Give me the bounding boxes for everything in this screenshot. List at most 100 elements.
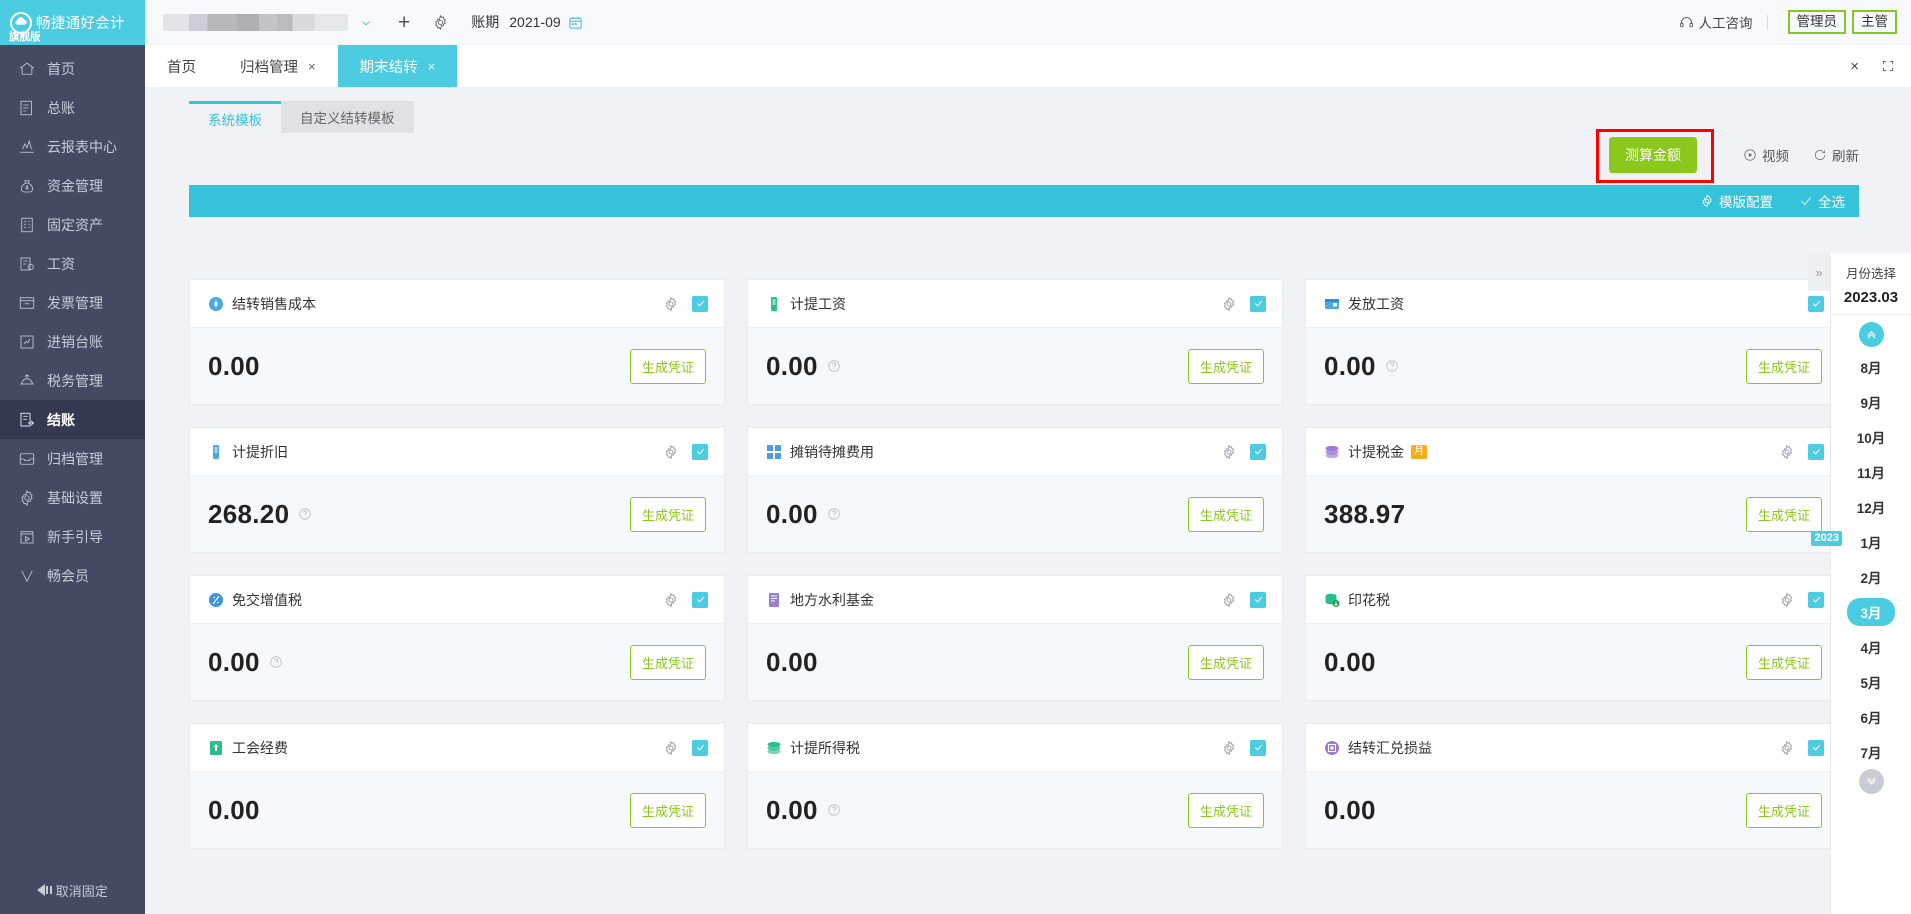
generate-voucher-button[interactable]: 生成凭证 bbox=[1745, 644, 1822, 680]
generate-voucher-button[interactable]: 生成凭证 bbox=[1187, 644, 1264, 680]
month-item-6[interactable]: 2月 bbox=[1847, 563, 1894, 591]
card-header-actions bbox=[663, 295, 708, 312]
archive-icon bbox=[17, 449, 36, 468]
month-item-0[interactable]: 8月 bbox=[1847, 353, 1894, 381]
sub-tab-0[interactable]: 系统模板 bbox=[189, 101, 281, 133]
sidebar-item-9[interactable]: 结账 bbox=[0, 400, 145, 439]
card-checkbox[interactable] bbox=[692, 591, 708, 608]
tab-close-icon[interactable]: × bbox=[308, 58, 316, 74]
sidebar-item-11[interactable]: 基础设置 bbox=[0, 478, 145, 517]
sidebar-item-5[interactable]: 工资 bbox=[0, 244, 145, 283]
generate-voucher-button[interactable]: 生成凭证 bbox=[629, 792, 706, 828]
month-item-3[interactable]: 11月 bbox=[1844, 458, 1898, 486]
gear-icon[interactable] bbox=[1221, 296, 1237, 312]
month-item-1[interactable]: 9月 bbox=[1847, 388, 1894, 416]
sidebar-item-6[interactable]: 发票管理 bbox=[0, 283, 145, 322]
sidebar-item-8[interactable]: 税务管理 bbox=[0, 361, 145, 400]
sidebar-collapse-label: 取消固定 bbox=[55, 883, 108, 899]
card-checkbox[interactable] bbox=[692, 443, 708, 460]
generate-voucher-button[interactable]: 生成凭证 bbox=[1187, 496, 1264, 532]
gear-icon[interactable] bbox=[663, 740, 679, 756]
gear-icon[interactable] bbox=[663, 592, 679, 608]
sidebar-item-1[interactable]: 总账 bbox=[0, 88, 145, 127]
help-icon[interactable] bbox=[298, 507, 312, 521]
help-icon[interactable] bbox=[827, 507, 841, 521]
help-icon[interactable] bbox=[827, 359, 841, 373]
sidebar-item-7[interactable]: 进销台账 bbox=[0, 322, 145, 361]
gear-icon[interactable] bbox=[663, 444, 679, 460]
period-value[interactable]: 2021-09 bbox=[509, 14, 561, 30]
sidebar-item-4[interactable]: 固定资产 bbox=[0, 205, 145, 244]
sidebar-item-3[interactable]: 资金管理 bbox=[0, 166, 145, 205]
month-item-2[interactable]: 10月 bbox=[1844, 423, 1899, 451]
video-button[interactable]: 视频 bbox=[1743, 145, 1789, 165]
calendar-icon[interactable] bbox=[568, 15, 583, 30]
month-item-11[interactable]: 7月 bbox=[1847, 738, 1894, 766]
sidebar-item-10[interactable]: 归档管理 bbox=[0, 439, 145, 478]
gear-icon[interactable] bbox=[1221, 444, 1237, 460]
sidebar-item-13[interactable]: 畅会员 bbox=[0, 556, 145, 595]
card-checkbox[interactable] bbox=[1250, 443, 1266, 460]
role-supervisor-button[interactable]: 主管 bbox=[1852, 10, 1897, 34]
generate-voucher-button[interactable]: 生成凭证 bbox=[1745, 348, 1822, 384]
support-button[interactable]: 人工咨询 bbox=[1679, 12, 1753, 32]
expand-icon[interactable] bbox=[1881, 59, 1895, 73]
month-item-7[interactable]: 3月 bbox=[1847, 597, 1895, 626]
gear-icon[interactable] bbox=[1221, 592, 1237, 608]
card-checkbox[interactable] bbox=[692, 295, 708, 312]
gear-icon[interactable] bbox=[1779, 740, 1795, 756]
tab-1[interactable]: 归档管理 × bbox=[218, 45, 338, 87]
gear-icon[interactable] bbox=[1779, 592, 1795, 608]
sidebar-item-2[interactable]: 云报表中心 bbox=[0, 127, 145, 166]
select-all-button[interactable]: 全选 bbox=[1799, 191, 1845, 211]
generate-voucher-button[interactable]: 生成凭证 bbox=[1187, 348, 1264, 384]
card-checkbox[interactable] bbox=[1808, 591, 1824, 608]
help-icon[interactable] bbox=[269, 655, 283, 669]
double-chevron-down-icon[interactable] bbox=[1858, 769, 1884, 794]
month-item-10[interactable]: 6月 bbox=[1847, 703, 1894, 731]
tab-0[interactable]: 首页 bbox=[145, 45, 218, 87]
card-checkbox[interactable] bbox=[1250, 295, 1266, 312]
month-item-9[interactable]: 5月 bbox=[1847, 668, 1894, 696]
gear-icon[interactable] bbox=[663, 296, 679, 312]
template-config-button[interactable]: 模版配置 bbox=[1700, 191, 1773, 211]
gear-icon[interactable] bbox=[1221, 740, 1237, 756]
generate-voucher-button[interactable]: 生成凭证 bbox=[629, 644, 706, 680]
card-checkbox[interactable] bbox=[692, 739, 708, 756]
card-amount: 0.00 bbox=[766, 794, 818, 825]
chevron-down-icon[interactable] bbox=[360, 16, 372, 28]
gear-icon[interactable] bbox=[432, 14, 449, 31]
month-item-5[interactable]: 2023 1月 bbox=[1811, 528, 1894, 556]
month-item-4[interactable]: 12月 bbox=[1844, 493, 1899, 521]
generate-voucher-button[interactable]: 生成凭证 bbox=[629, 348, 706, 384]
plus-icon[interactable]: + bbox=[398, 10, 411, 34]
generate-voucher-button[interactable]: 生成凭证 bbox=[629, 496, 706, 532]
month-panel-collapse-button[interactable]: » bbox=[1808, 253, 1830, 291]
sidebar-collapse-button[interactable]: 取消固定 bbox=[0, 866, 145, 914]
card-body: 0.00 生成凭证 bbox=[190, 624, 724, 700]
gear-icon[interactable] bbox=[1779, 444, 1795, 460]
tab-close-icon[interactable]: × bbox=[427, 58, 436, 74]
generate-voucher-button[interactable]: 生成凭证 bbox=[1745, 792, 1822, 828]
generate-voucher-button[interactable]: 生成凭证 bbox=[1745, 496, 1822, 532]
sub-tab-1[interactable]: 自定义结转模板 bbox=[281, 101, 414, 133]
company-name-masked[interactable] bbox=[163, 13, 348, 31]
card-checkbox[interactable] bbox=[1250, 591, 1266, 608]
card-checkbox[interactable] bbox=[1808, 295, 1824, 312]
double-chevron-up-icon[interactable] bbox=[1858, 322, 1884, 347]
sidebar-item-0[interactable]: 首页 bbox=[0, 49, 145, 88]
card-checkbox[interactable] bbox=[1808, 739, 1824, 756]
sidebar-item-12[interactable]: 新手引导 bbox=[0, 517, 145, 556]
card-checkbox[interactable] bbox=[1808, 443, 1824, 460]
calc-amount-button[interactable]: 测算金额 bbox=[1609, 137, 1697, 173]
tab-2[interactable]: 期末结转 × bbox=[337, 45, 458, 87]
card-checkbox[interactable] bbox=[1250, 739, 1266, 756]
close-icon[interactable]: × bbox=[1850, 57, 1859, 75]
generate-voucher-button[interactable]: 生成凭证 bbox=[1187, 792, 1264, 828]
help-icon[interactable] bbox=[1385, 359, 1399, 373]
money-bag-icon bbox=[208, 296, 224, 312]
refresh-button[interactable]: 刷新 bbox=[1813, 145, 1859, 165]
month-item-8[interactable]: 4月 bbox=[1847, 633, 1894, 661]
role-admin-button[interactable]: 管理员 bbox=[1787, 10, 1846, 34]
help-icon[interactable] bbox=[827, 803, 841, 817]
